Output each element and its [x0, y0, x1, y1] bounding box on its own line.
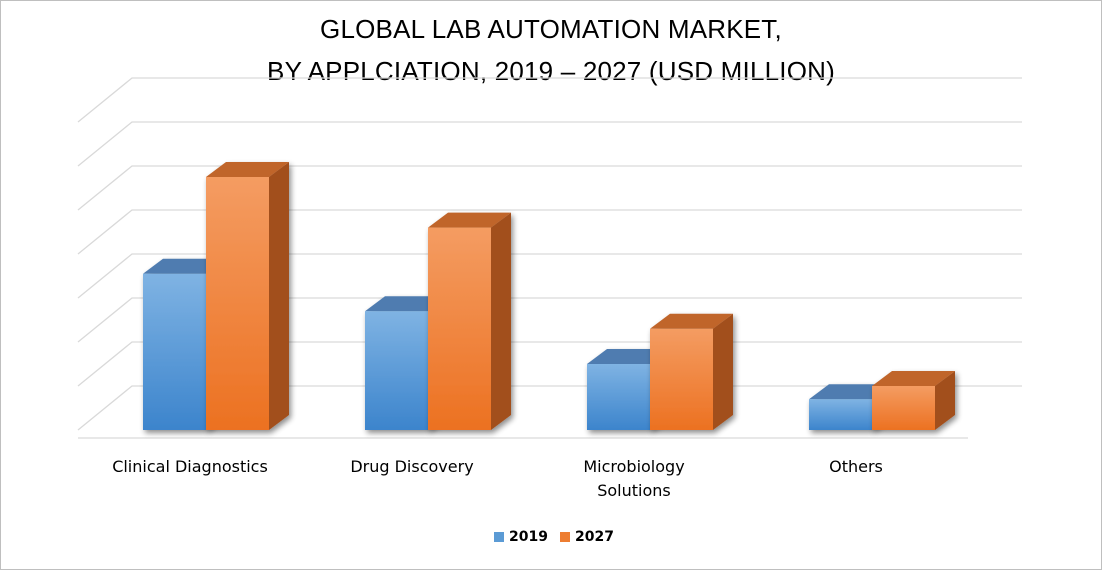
gridline	[77, 77, 1022, 123]
bar-2027-3	[872, 371, 955, 430]
legend-label-2027: 2027	[574, 529, 614, 545]
bar-2027-2	[650, 313, 733, 430]
gridline	[77, 297, 1022, 343]
legend-item-2027: 2027	[559, 529, 614, 545]
legend-swatch-2019	[494, 532, 504, 542]
legend: 2019 2027	[494, 529, 626, 545]
bar-2027-1	[428, 212, 511, 430]
gridline	[77, 209, 1022, 255]
legend-item-2019: 2019	[494, 529, 548, 545]
chart-title-line1: GLOBAL LAB AUTOMATION MARKET,	[320, 14, 782, 44]
legend-swatch-2027	[559, 532, 570, 542]
category-label: Clinical Diagnostics	[112, 457, 268, 476]
legend-label-2019: 2019	[509, 529, 548, 545]
gridline	[77, 253, 1022, 299]
category-label: Microbiology Solutions	[583, 457, 685, 500]
bar-2027-0	[206, 162, 289, 430]
gridline	[77, 121, 1022, 167]
category-label: Drug Discovery	[350, 457, 474, 476]
chart-title-line2: BY APPLCIATION, 2019 – 2027 (USD MILLION…	[267, 56, 835, 86]
gridline	[77, 165, 1022, 211]
category-label: Others	[829, 457, 883, 476]
